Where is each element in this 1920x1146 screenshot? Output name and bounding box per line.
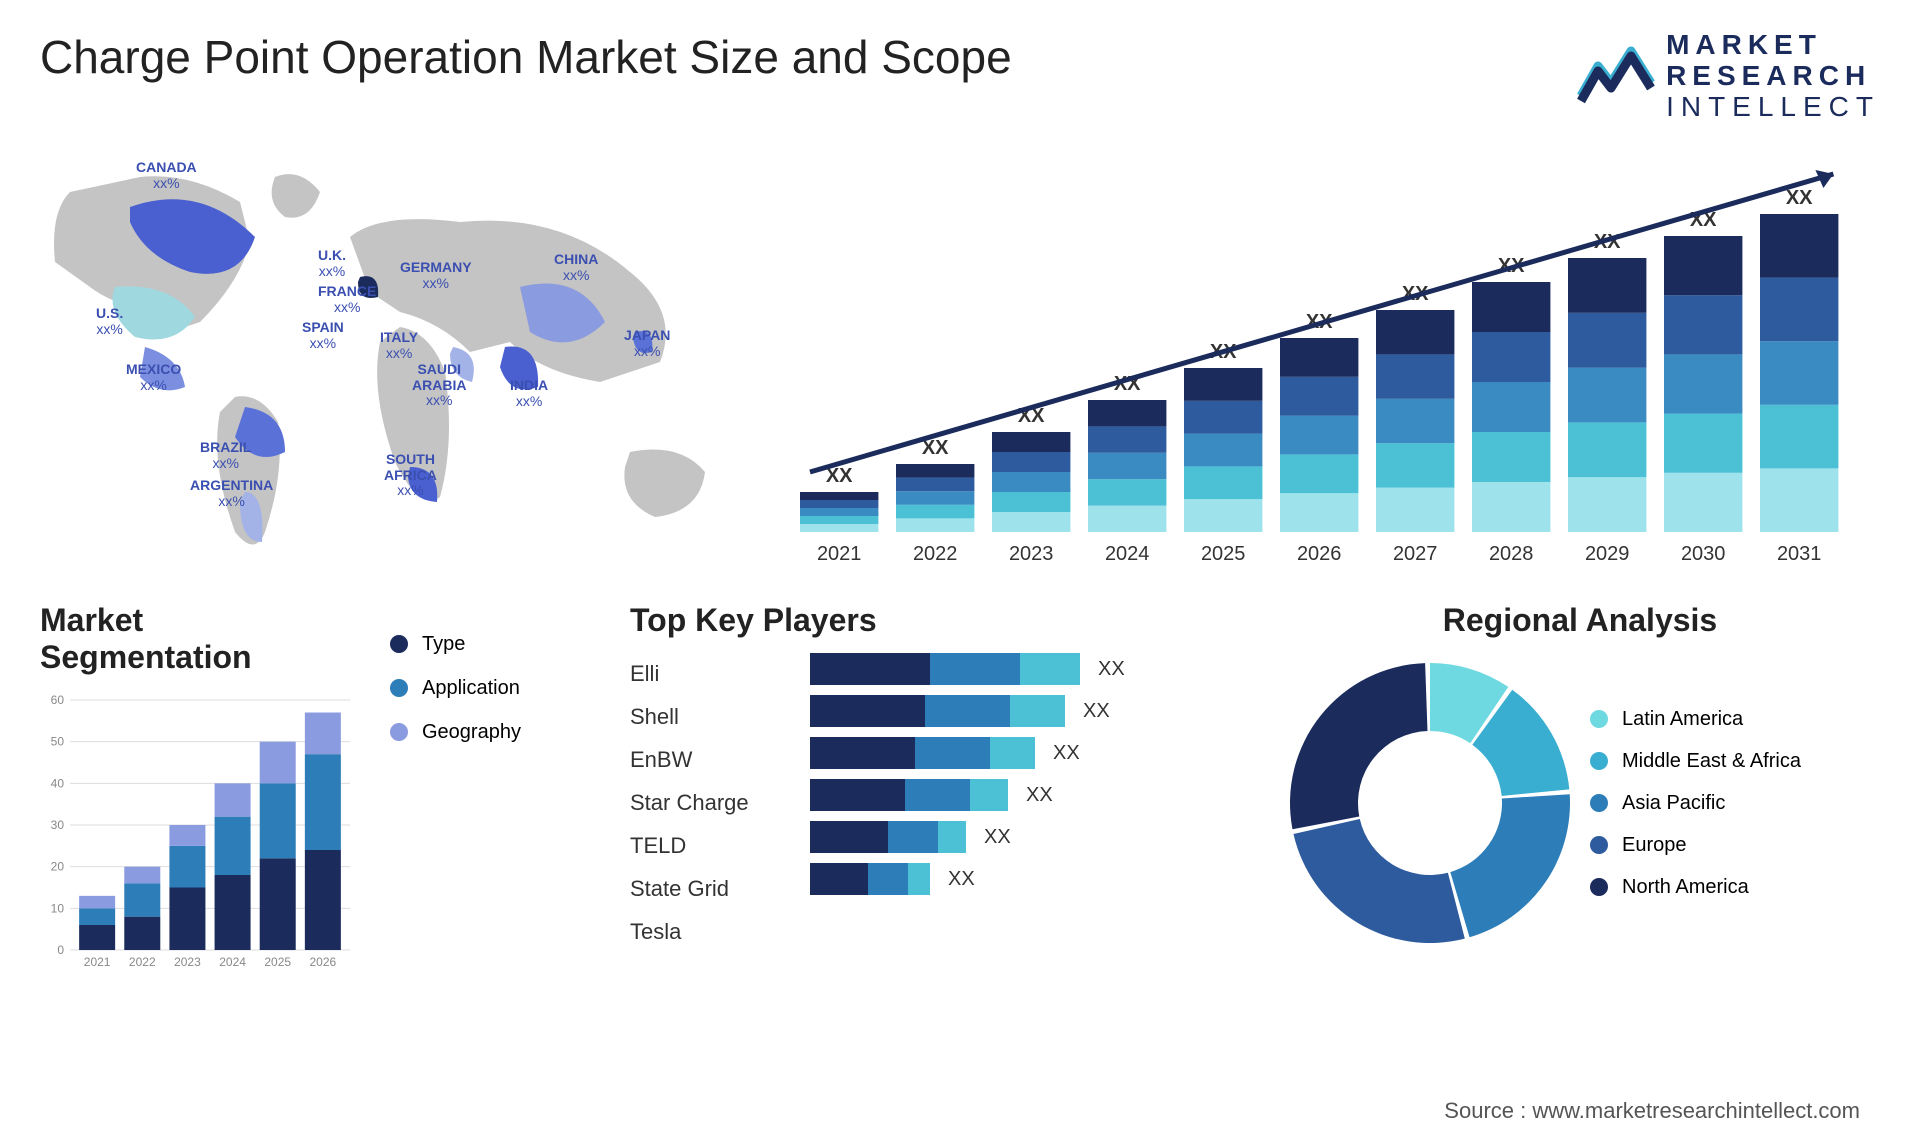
svg-text:30: 30 xyxy=(51,818,65,832)
svg-text:2021: 2021 xyxy=(817,543,862,565)
map-label: MEXICOxx% xyxy=(126,362,181,393)
segmentation-legend: TypeApplicationGeography xyxy=(390,602,600,972)
segmentation-section: Market Segmentation 0 10 20 30 40 50 60 2021 202… xyxy=(40,602,600,972)
logo-icon xyxy=(1576,41,1656,111)
map-label: U.S.xx% xyxy=(96,306,123,337)
legend-item: Asia Pacific xyxy=(1590,782,1880,824)
svg-text:2028: 2028 xyxy=(1489,543,1534,565)
key-player-bar: XX xyxy=(810,653,1250,685)
key-player-bar: XX xyxy=(810,695,1250,727)
key-player-name: Star Charge xyxy=(630,782,800,825)
bottom-row: Market Segmentation 0 10 20 30 40 50 60 2021 202… xyxy=(40,602,1880,972)
key-players-names: ElliShellEnBWStar ChargeTELDState GridTe… xyxy=(630,653,800,953)
key-players-section: Top Key Players ElliShellEnBWStar Charge… xyxy=(630,602,1250,972)
svg-text:2030: 2030 xyxy=(1681,543,1726,565)
key-player-name: Elli xyxy=(630,653,800,696)
logo: MARKET RESEARCH INTELLECT xyxy=(1576,30,1880,122)
key-player-bar: XX xyxy=(810,821,1250,853)
svg-text:2021: 2021 xyxy=(84,955,111,969)
map-label: GERMANYxx% xyxy=(400,260,472,291)
map-label: CHINAxx% xyxy=(554,252,598,283)
header: Charge Point Operation Market Size and S… xyxy=(40,30,1880,122)
world-map: CANADAxx% U.S.xx%MEXICOxx% BRAZILxx% ARGENT… xyxy=(40,142,740,572)
svg-text:50: 50 xyxy=(51,735,65,749)
svg-text:2024: 2024 xyxy=(1105,543,1150,565)
svg-text:2031: 2031 xyxy=(1777,543,1822,565)
svg-text:2022: 2022 xyxy=(129,955,156,969)
svg-text:2026: 2026 xyxy=(310,955,337,969)
key-player-bar: XX xyxy=(810,863,1250,895)
svg-text:2027: 2027 xyxy=(1393,543,1438,565)
legend-item: Europe xyxy=(1590,824,1880,866)
regional-title: Regional Analysis xyxy=(1280,602,1880,639)
svg-text:2023: 2023 xyxy=(1009,543,1054,565)
key-player-name: EnBW xyxy=(630,739,800,782)
map-label: INDIAxx% xyxy=(510,378,548,409)
svg-text:2025: 2025 xyxy=(264,955,291,969)
key-player-name: TELD xyxy=(630,825,800,868)
legend-item: Geography xyxy=(390,710,600,754)
map-label: ARGENTINAxx% xyxy=(190,478,273,509)
svg-text:10: 10 xyxy=(51,902,65,916)
map-label: CANADAxx% xyxy=(136,160,197,191)
logo-text: MARKET RESEARCH INTELLECT xyxy=(1666,30,1880,122)
segmentation-title: Market Segmentation xyxy=(40,602,350,676)
key-player-name: Tesla xyxy=(630,911,800,954)
key-players-title: Top Key Players xyxy=(630,602,1250,639)
svg-text:0: 0 xyxy=(57,943,64,957)
key-player-name: Shell xyxy=(630,696,800,739)
source-label: Source : www.marketresearchintellect.com xyxy=(1444,1098,1860,1124)
regional-donut xyxy=(1280,653,1580,953)
key-player-bar: XX xyxy=(810,779,1250,811)
svg-text:60: 60 xyxy=(51,693,65,707)
map-label: SAUDIARABIAxx% xyxy=(412,362,466,408)
map-label: U.K.xx% xyxy=(318,248,346,279)
map-label: SOUTHAFRICAxx% xyxy=(384,452,437,498)
growth-chart: 2021XX2022XX2023XX2024XX2025XX2026XX2027… xyxy=(780,142,1880,572)
legend-item: Latin America xyxy=(1590,698,1880,740)
growth-chart-svg: 2021XX2022XX2023XX2024XX2025XX2026XX2027… xyxy=(780,142,1880,572)
svg-text:40: 40 xyxy=(51,777,65,791)
regional-section: Regional Analysis Latin AmericaMiddle Ea… xyxy=(1280,602,1880,972)
legend-item: North America xyxy=(1590,866,1880,908)
map-label: BRAZILxx% xyxy=(200,440,251,471)
svg-text:2024: 2024 xyxy=(219,955,246,969)
svg-text:20: 20 xyxy=(51,860,65,874)
key-players-bars: XX XX XX XX XX XX xyxy=(810,653,1250,953)
svg-text:XX: XX xyxy=(1786,187,1813,209)
svg-text:2026: 2026 xyxy=(1297,543,1342,565)
map-label: ITALYxx% xyxy=(380,330,418,361)
legend-item: Type xyxy=(390,622,600,666)
top-row: CANADAxx% U.S.xx%MEXICOxx% BRAZILxx% ARGENT… xyxy=(40,142,1880,572)
map-label: SPAINxx% xyxy=(302,320,344,351)
svg-text:2023: 2023 xyxy=(174,955,201,969)
key-player-name: State Grid xyxy=(630,868,800,911)
svg-text:2022: 2022 xyxy=(913,543,958,565)
segmentation-chart: 0 10 20 30 40 50 60 2021 2022 2023 2024 2025 2026 xyxy=(40,690,350,980)
page-title: Charge Point Operation Market Size and S… xyxy=(40,30,1012,84)
svg-text:2025: 2025 xyxy=(1201,543,1246,565)
map-label: JAPANxx% xyxy=(624,328,670,359)
legend-item: Middle East & Africa xyxy=(1590,740,1880,782)
key-player-bar: XX xyxy=(810,737,1250,769)
legend-item: Application xyxy=(390,666,600,710)
map-label: FRANCExx% xyxy=(318,284,376,315)
regional-legend: Latin AmericaMiddle East & AfricaAsia Pa… xyxy=(1590,698,1880,908)
svg-text:2029: 2029 xyxy=(1585,543,1630,565)
